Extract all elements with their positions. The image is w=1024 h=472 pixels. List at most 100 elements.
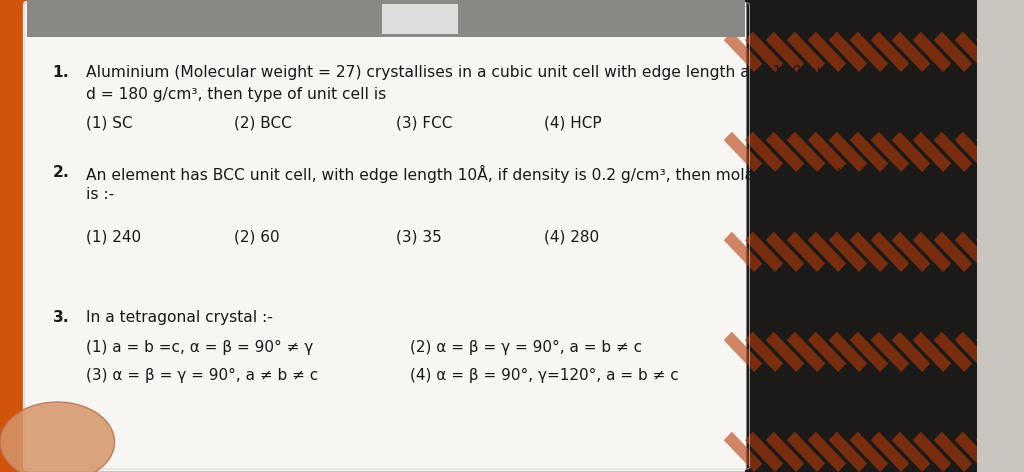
Bar (870, 132, 909, 172)
Bar (870, 332, 909, 372)
Bar (912, 332, 951, 372)
Bar (786, 132, 825, 172)
Bar (828, 232, 867, 272)
Bar (1018, 232, 1024, 272)
Text: 2.: 2. (52, 165, 70, 180)
Bar (892, 232, 930, 272)
Bar (850, 332, 888, 372)
Bar (766, 332, 804, 372)
Bar (912, 132, 951, 172)
Bar (976, 432, 1014, 472)
Bar (870, 32, 909, 72)
Bar (744, 0, 978, 472)
Bar (724, 332, 762, 372)
Bar (382, 4, 458, 34)
Bar (808, 32, 846, 72)
Bar (850, 32, 888, 72)
Bar (744, 32, 783, 72)
Bar (934, 32, 972, 72)
Bar (766, 132, 804, 172)
Bar (766, 232, 804, 272)
Bar (870, 432, 909, 472)
Bar (912, 432, 951, 472)
Bar (808, 332, 846, 372)
Bar (724, 232, 762, 272)
Bar (850, 432, 888, 472)
Ellipse shape (0, 402, 115, 472)
Bar (744, 332, 783, 372)
Bar (1018, 132, 1024, 172)
Bar (786, 32, 825, 72)
Bar (828, 332, 867, 372)
Text: (4) 280: (4) 280 (544, 230, 599, 245)
Bar (892, 432, 930, 472)
Text: (2) BCC: (2) BCC (233, 115, 292, 130)
Text: is :-: is :- (86, 187, 114, 202)
Bar (912, 32, 951, 72)
Bar (808, 232, 846, 272)
Bar (724, 132, 762, 172)
Bar (744, 232, 783, 272)
Bar (828, 132, 867, 172)
Bar (828, 432, 867, 472)
Text: (3) 35: (3) 35 (396, 230, 442, 245)
Bar (954, 332, 993, 372)
Bar (808, 132, 846, 172)
Bar (892, 132, 930, 172)
Text: (2) α = β = γ = 90°, a = b ≠ c: (2) α = β = γ = 90°, a = b ≠ c (411, 340, 643, 355)
Bar (892, 32, 930, 72)
Bar (850, 232, 888, 272)
Bar (808, 432, 846, 472)
Bar (786, 332, 825, 372)
Text: An element has BCC unit cell, with edge length 10Å, if density is 0.2 g/cm³, the: An element has BCC unit cell, with edge … (86, 165, 856, 183)
Bar (1018, 432, 1024, 472)
Text: (3) α = β = γ = 90°, a ≠ b ≠ c: (3) α = β = γ = 90°, a ≠ b ≠ c (86, 368, 318, 383)
Bar (850, 132, 888, 172)
Bar (976, 132, 1014, 172)
Bar (996, 332, 1024, 372)
Text: In a tetragonal crystal :-: In a tetragonal crystal :- (86, 310, 272, 325)
Text: (1) SC: (1) SC (86, 115, 132, 130)
Bar (870, 232, 909, 272)
Bar (976, 32, 1014, 72)
Text: (1) 240: (1) 240 (86, 230, 141, 245)
Bar (0, 0, 27, 472)
Text: (4) HCP: (4) HCP (544, 115, 602, 130)
Text: Aluminium (Molecular weight = 27) crystallises in a cubic unit cell with edge le: Aluminium (Molecular weight = 27) crysta… (86, 65, 837, 80)
Text: d = 180 g/cm³, then type of unit cell is: d = 180 g/cm³, then type of unit cell is (86, 87, 386, 102)
Bar (786, 232, 825, 272)
Bar (828, 32, 867, 72)
Bar (954, 232, 993, 272)
Text: 1.: 1. (52, 65, 70, 80)
Bar (934, 332, 972, 372)
Bar (724, 432, 762, 472)
Bar (996, 232, 1024, 272)
Bar (976, 232, 1014, 272)
Bar (996, 432, 1024, 472)
Bar (766, 32, 804, 72)
Bar (954, 132, 993, 172)
Bar (786, 432, 825, 472)
Bar (912, 232, 951, 272)
Text: (2) 60: (2) 60 (233, 230, 280, 245)
Bar (996, 32, 1024, 72)
Bar (744, 132, 783, 172)
Bar (724, 32, 762, 72)
Bar (744, 432, 783, 472)
Text: (4) α = β = 90°, γ=120°, a = b ≠ c: (4) α = β = 90°, γ=120°, a = b ≠ c (411, 368, 679, 383)
Bar (766, 432, 804, 472)
Bar (934, 432, 972, 472)
Bar (934, 232, 972, 272)
Bar (954, 32, 993, 72)
Text: (1) a = b =c, α = β = 90° ≠ γ: (1) a = b =c, α = β = 90° ≠ γ (86, 340, 313, 355)
Bar (27, 0, 744, 37)
Text: (3) FCC: (3) FCC (396, 115, 453, 130)
Bar (976, 332, 1014, 372)
Text: 3.: 3. (52, 310, 70, 325)
FancyBboxPatch shape (23, 1, 746, 471)
Bar (934, 132, 972, 172)
Bar (954, 432, 993, 472)
Bar (892, 332, 930, 372)
Bar (1018, 32, 1024, 72)
Bar (1018, 332, 1024, 372)
